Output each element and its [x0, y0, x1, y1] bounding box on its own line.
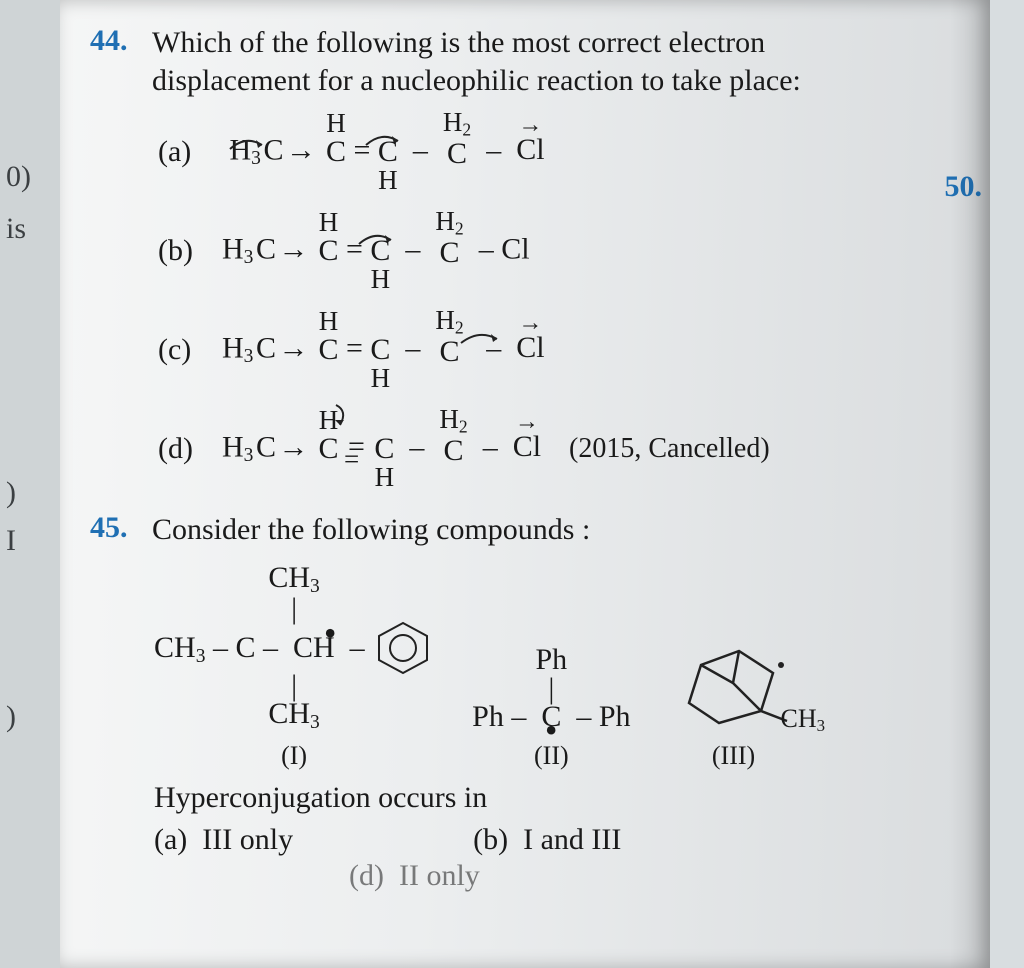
sym-Cl: Cl	[516, 331, 544, 364]
q45-answer-b: (b) I and III	[473, 823, 621, 857]
sub3: 3	[244, 247, 254, 268]
sym-H2: H	[443, 107, 463, 137]
gutter-item-4: I	[6, 524, 16, 558]
sym-CH: CH	[268, 561, 310, 594]
sym-Cl: Cl	[501, 232, 529, 265]
sub3: 3	[196, 646, 206, 667]
sym-C: C	[443, 139, 471, 169]
compound-III-label: (III)	[669, 741, 799, 771]
sub3: 3	[817, 716, 825, 735]
gutter-item-2: is	[6, 212, 26, 246]
ans-text: III only	[202, 823, 293, 856]
sym-C: C	[326, 137, 346, 167]
sym-C: C	[318, 236, 338, 266]
q44-opt-a-formula: H3 C → HC = CH – H2C – →Cl	[222, 109, 545, 196]
compound-I: CH3 | CH3 – C – CH• – | CH3 (I)	[154, 560, 434, 771]
left-gutter: 0) is ) I )	[0, 0, 60, 968]
sym-H: H	[378, 167, 398, 194]
benzene-icon	[372, 619, 434, 675]
q44-opt-c-formula: H3 C → HC = CH – H2C – →Cl	[222, 307, 545, 394]
ans-label: (b)	[473, 823, 508, 856]
sym-H: H	[370, 266, 390, 293]
sym-CH: CH	[268, 697, 310, 730]
q44-opt-c-label: (c)	[158, 333, 218, 367]
sub3: 3	[244, 346, 254, 367]
sym-H: H	[318, 209, 338, 236]
sym-C: C	[378, 137, 398, 167]
sym-C: C	[439, 436, 467, 466]
q45-answers-row-2: x (d) II only	[154, 859, 960, 893]
sym-C: C	[256, 430, 276, 463]
ans-label: (d)	[349, 859, 384, 892]
sym-Cl: Cl	[516, 133, 544, 166]
sym-H2: H	[435, 305, 455, 335]
sym-C: C	[318, 335, 338, 365]
page: 44. Which of the following is the most c…	[60, 0, 990, 968]
q44-option-c: (c) H3 C → HC = CH – H2C – →Cl	[158, 307, 960, 394]
compound-II: Ph | Ph – C• – Ph (II)	[472, 642, 630, 771]
sym-C: C	[256, 331, 276, 364]
sym-C: C	[235, 631, 255, 664]
ans-text: II only	[399, 859, 480, 892]
sym-H: H	[370, 365, 390, 392]
sym-H: H	[318, 308, 338, 335]
sym-H: H	[222, 430, 244, 463]
norbornyl-icon	[669, 625, 799, 735]
sym-Ph: Ph	[472, 700, 504, 733]
q45-text: Consider the following compounds :	[152, 511, 952, 549]
sym-H: H	[374, 464, 394, 491]
q45-answer-a: (a) III only	[154, 823, 293, 857]
sym-Ph: Ph	[599, 700, 631, 733]
q45-compounds: CH3 | CH3 – C – CH• – | CH3 (I)	[154, 560, 960, 771]
q45-answer-d: (d) II only	[349, 859, 480, 893]
q44-opt-d-note: (2015, Cancelled)	[569, 433, 770, 465]
q44-text-line2: displacement for a nucleophilic reaction…	[152, 64, 801, 97]
question-44: 44. Which of the following is the most c…	[90, 24, 960, 99]
q45-hyper: Hyperconjugation occurs in	[154, 781, 960, 815]
q44-opt-a-label: (a)	[158, 135, 218, 169]
sym-C: C	[435, 238, 463, 268]
sub3: 3	[244, 445, 254, 466]
q44-text-line1: Which of the following is the most corre…	[152, 26, 765, 59]
gutter-item-5: )	[6, 700, 16, 734]
gutter-item-3: )	[6, 476, 16, 510]
sym-C: C	[263, 133, 283, 166]
ans-label: (a)	[154, 823, 187, 856]
sym-H2: H	[435, 206, 455, 236]
sym-H: H	[326, 110, 346, 137]
sym-CH: CH	[781, 704, 817, 733]
compound-I-label: (I)	[154, 741, 434, 771]
sym-CH: CH	[154, 631, 196, 664]
q44-number: 44.	[90, 24, 148, 58]
ans-text: I and III	[523, 823, 621, 856]
sym-C: C	[370, 335, 390, 365]
sub3: 3	[310, 576, 320, 597]
compound-III: CH3 (III)	[669, 625, 799, 771]
q44-text: Which of the following is the most corre…	[152, 24, 952, 99]
q45-answers-row-1: (a) III only (b) I and III	[154, 823, 960, 857]
q44-option-b: (b) H3 C → HC = CH – H2C – Cl	[158, 208, 960, 295]
sym-C: C	[370, 236, 390, 266]
sym-Ph: Ph	[535, 643, 567, 676]
q44-option-a: (a) H3 C → HC = CH – H2C – →Cl	[158, 109, 960, 196]
gutter-item-1: 0)	[6, 160, 31, 194]
q44-opt-d-formula: H3 C → H C == CH – H2C – →Cl	[222, 406, 541, 493]
sym-C: C	[318, 434, 338, 464]
sub3: 3	[310, 712, 320, 733]
q44-opt-b-label: (b)	[158, 234, 218, 268]
q44-opt-b-formula: H3 C → HC = CH – H2C – Cl	[222, 208, 530, 295]
q44-opt-d-label: (d)	[158, 432, 218, 466]
sym-H2: H	[439, 404, 459, 434]
page-edge-shadow	[950, 0, 990, 968]
sym-H: H	[222, 331, 244, 364]
sym-Cl: Cl	[513, 430, 541, 463]
q45-number: 45.	[90, 511, 148, 545]
sym-H: H	[222, 232, 244, 265]
sym-C: C	[256, 232, 276, 265]
sym-C: C	[374, 434, 394, 464]
q44-option-d: (d) H3 C → H C == CH – H2C – →Cl (2015, …	[158, 406, 960, 493]
question-45: 45. Consider the following compounds :	[90, 511, 960, 549]
